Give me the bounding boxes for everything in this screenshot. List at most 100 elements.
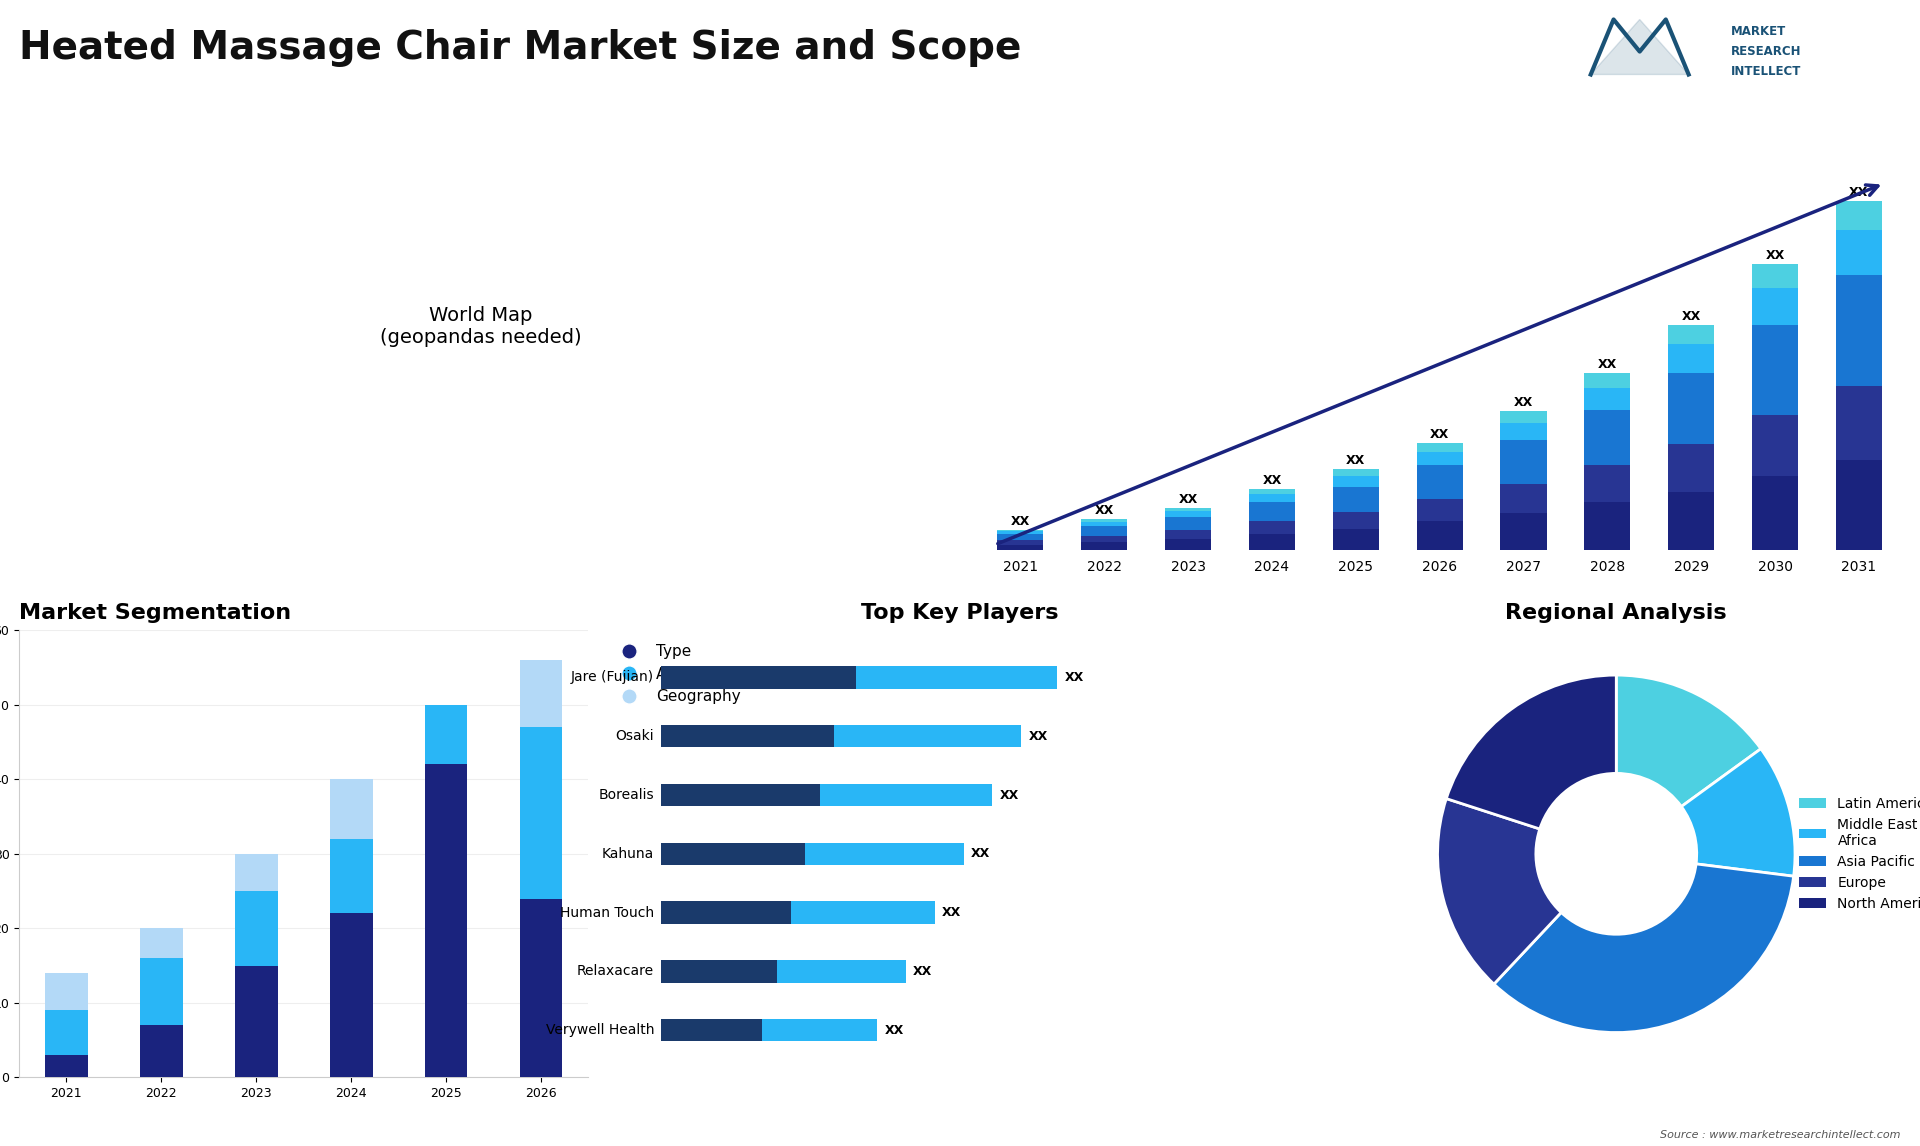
Bar [1668, 445, 1715, 492]
Bar [1417, 444, 1463, 453]
Bar [44, 1011, 88, 1055]
Bar [1751, 476, 1799, 550]
Bar [1751, 325, 1799, 415]
Bar [1668, 344, 1715, 372]
Bar [1836, 386, 1882, 460]
Wedge shape [1682, 748, 1795, 877]
Text: Verywell Health: Verywell Health [545, 1023, 655, 1037]
Bar [791, 902, 935, 924]
Bar [996, 529, 1043, 532]
Bar [1584, 372, 1630, 387]
Text: Kahuna: Kahuna [603, 847, 655, 861]
Bar [330, 839, 372, 913]
Bar [1751, 415, 1799, 476]
Bar [1165, 511, 1212, 517]
Bar [1248, 521, 1294, 534]
Text: Relaxacare: Relaxacare [578, 965, 655, 979]
Text: XX: XX [1513, 397, 1532, 409]
Wedge shape [1617, 675, 1761, 807]
Bar [776, 960, 906, 982]
Bar [1584, 410, 1630, 465]
Text: XX: XX [1346, 454, 1365, 466]
Wedge shape [1446, 675, 1617, 829]
Bar [1751, 288, 1799, 325]
Bar [660, 784, 993, 806]
Bar [660, 725, 1021, 747]
Bar [330, 913, 372, 1077]
Text: World Map
(geopandas needed): World Map (geopandas needed) [380, 306, 582, 347]
Bar [1332, 512, 1379, 528]
Text: Market Segmentation: Market Segmentation [19, 603, 292, 623]
Bar [833, 725, 1021, 747]
Bar [1836, 275, 1882, 386]
Bar [44, 973, 88, 1011]
Bar [1668, 492, 1715, 550]
Bar [1417, 499, 1463, 521]
Bar [996, 541, 1043, 544]
Bar [1081, 535, 1127, 542]
Text: INTELLECT: INTELLECT [1732, 65, 1801, 78]
Bar [1836, 201, 1882, 230]
Text: Borealis: Borealis [599, 788, 655, 802]
Bar [996, 534, 1043, 541]
Bar [140, 958, 182, 1026]
Bar [1081, 521, 1127, 526]
Bar [1165, 517, 1212, 529]
Bar [140, 928, 182, 958]
Bar [996, 532, 1043, 534]
Bar [1165, 540, 1212, 550]
Text: XX: XX [1000, 788, 1020, 801]
Bar [520, 728, 563, 898]
Legend: Type, Application, Geography: Type, Application, Geography [607, 638, 747, 711]
Bar [660, 1019, 877, 1042]
Bar [1500, 423, 1546, 440]
Bar [660, 902, 935, 924]
Text: XX: XX [1430, 427, 1450, 441]
Text: XX: XX [1094, 504, 1114, 517]
Text: XX: XX [972, 847, 991, 861]
Text: XX: XX [943, 906, 962, 919]
Bar [1417, 465, 1463, 499]
Bar [1081, 542, 1127, 550]
Bar [1417, 521, 1463, 550]
Bar [660, 960, 906, 982]
Bar [804, 842, 964, 865]
Bar [1500, 513, 1546, 550]
Bar [1165, 529, 1212, 540]
Bar [1332, 469, 1379, 476]
Bar [1081, 519, 1127, 521]
Text: XX: XX [1682, 309, 1701, 322]
Text: XX: XX [1597, 358, 1617, 370]
Bar [1332, 487, 1379, 512]
Bar [1668, 324, 1715, 344]
Bar [1165, 508, 1212, 511]
Bar [820, 784, 993, 806]
Bar [1500, 484, 1546, 513]
Text: Source : www.marketresearchintellect.com: Source : www.marketresearchintellect.com [1661, 1130, 1901, 1140]
Title: Regional Analysis: Regional Analysis [1505, 603, 1728, 623]
Text: XX: XX [1179, 493, 1198, 505]
Text: Osaki: Osaki [616, 729, 655, 744]
Bar [234, 854, 278, 892]
Text: XX: XX [885, 1023, 904, 1037]
Wedge shape [1494, 864, 1793, 1033]
Title: Top Key Players: Top Key Players [862, 603, 1058, 623]
Bar [996, 544, 1043, 550]
Text: XX: XX [1064, 670, 1083, 684]
Bar [1332, 476, 1379, 487]
Bar [1500, 440, 1546, 484]
Text: RESEARCH: RESEARCH [1732, 45, 1801, 58]
Bar [856, 666, 1058, 689]
Bar [660, 666, 1058, 689]
Bar [1836, 230, 1882, 275]
Bar [140, 1026, 182, 1077]
Text: Human Touch: Human Touch [561, 905, 655, 919]
Text: XX: XX [1029, 730, 1048, 743]
Text: XX: XX [1261, 474, 1281, 487]
Bar [1751, 265, 1799, 288]
Bar [1584, 465, 1630, 502]
Bar [1417, 453, 1463, 465]
Bar [520, 660, 563, 728]
Bar [234, 892, 278, 966]
Bar [1248, 502, 1294, 521]
